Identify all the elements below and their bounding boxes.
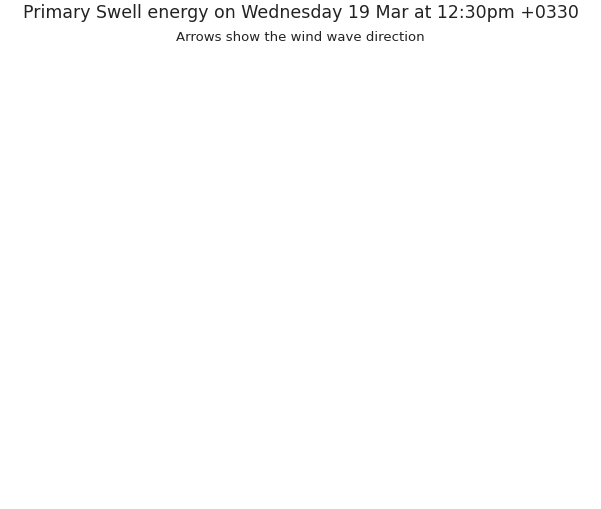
Text: Primary Swell energy on Wednesday 19 Mar at 12:30pm +0330: Primary Swell energy on Wednesday 19 Mar…	[23, 4, 578, 22]
Text: Arrows show the wind wave direction: Arrows show the wind wave direction	[176, 31, 425, 44]
Text: Cartopy required for map rendering: Cartopy required for map rendering	[176, 271, 425, 285]
